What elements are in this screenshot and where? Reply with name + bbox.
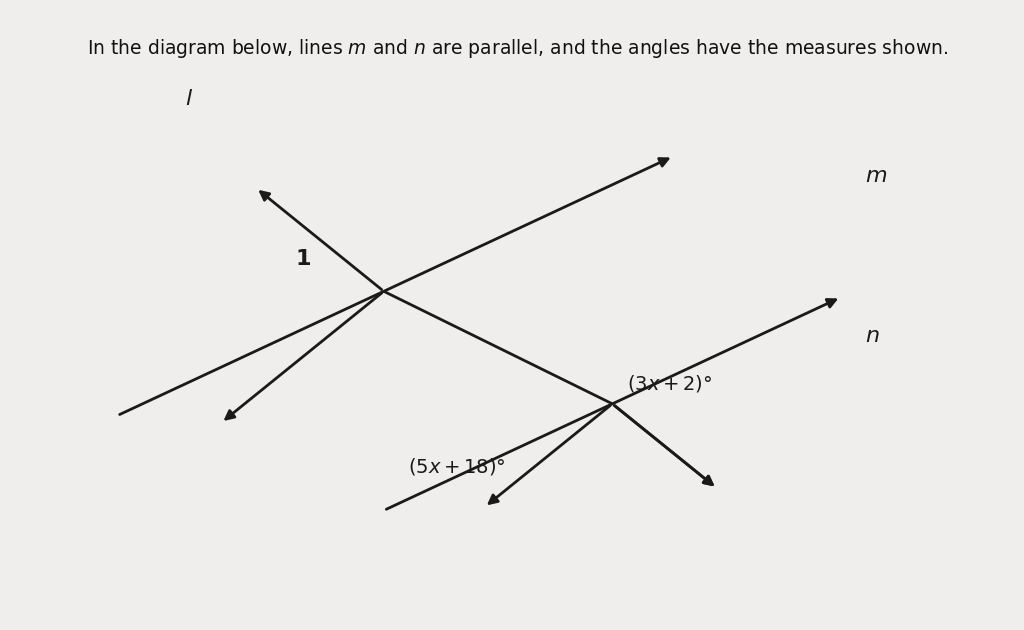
Text: $n$: $n$ — [864, 326, 880, 346]
Text: $l$: $l$ — [184, 89, 193, 109]
Text: $(5x + 18)°$: $(5x + 18)°$ — [408, 455, 506, 476]
Text: $(3x + 2)°$: $(3x + 2)°$ — [627, 372, 712, 394]
Text: $m$: $m$ — [864, 166, 887, 186]
Text: 1: 1 — [295, 249, 310, 269]
Text: In the diagram below, lines $m$ and $n$ are parallel, and the angles have the me: In the diagram below, lines $m$ and $n$ … — [86, 37, 948, 60]
